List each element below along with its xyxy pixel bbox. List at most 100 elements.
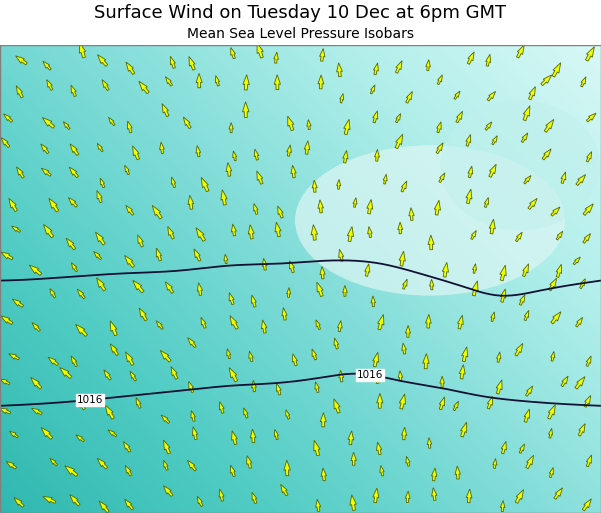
- Polygon shape: [94, 251, 102, 260]
- Polygon shape: [432, 468, 437, 481]
- Polygon shape: [254, 149, 259, 160]
- Polygon shape: [339, 370, 344, 382]
- Polygon shape: [71, 356, 78, 367]
- Polygon shape: [430, 279, 434, 290]
- Polygon shape: [6, 461, 17, 469]
- Polygon shape: [343, 150, 348, 163]
- Polygon shape: [100, 178, 105, 188]
- Polygon shape: [380, 465, 384, 476]
- Polygon shape: [192, 427, 198, 440]
- Polygon shape: [521, 133, 528, 143]
- Polygon shape: [290, 261, 294, 273]
- Polygon shape: [545, 120, 554, 132]
- Polygon shape: [312, 180, 317, 192]
- Polygon shape: [161, 415, 169, 423]
- Ellipse shape: [295, 145, 565, 295]
- Polygon shape: [71, 85, 76, 96]
- Polygon shape: [49, 198, 59, 212]
- Polygon shape: [66, 238, 76, 250]
- Polygon shape: [406, 325, 410, 337]
- Polygon shape: [426, 314, 432, 328]
- Polygon shape: [466, 134, 471, 146]
- Polygon shape: [462, 347, 468, 362]
- Polygon shape: [10, 431, 18, 438]
- Polygon shape: [468, 166, 473, 178]
- Polygon shape: [373, 352, 379, 367]
- Polygon shape: [489, 219, 495, 234]
- Polygon shape: [17, 167, 25, 178]
- Polygon shape: [423, 353, 429, 369]
- Polygon shape: [401, 427, 407, 440]
- Polygon shape: [551, 351, 555, 361]
- Polygon shape: [351, 452, 356, 465]
- Polygon shape: [561, 376, 568, 387]
- Polygon shape: [48, 357, 59, 366]
- Polygon shape: [163, 486, 173, 497]
- Polygon shape: [278, 206, 283, 218]
- Polygon shape: [501, 441, 507, 454]
- Polygon shape: [368, 227, 372, 238]
- Polygon shape: [551, 207, 560, 216]
- Polygon shape: [130, 371, 136, 381]
- Polygon shape: [109, 117, 115, 126]
- Polygon shape: [370, 85, 375, 94]
- Polygon shape: [13, 299, 23, 307]
- Polygon shape: [484, 198, 489, 207]
- Polygon shape: [304, 141, 310, 154]
- Polygon shape: [0, 379, 10, 385]
- Polygon shape: [229, 292, 234, 305]
- Polygon shape: [219, 402, 224, 413]
- Polygon shape: [528, 199, 537, 209]
- Polygon shape: [377, 393, 383, 408]
- Polygon shape: [50, 458, 58, 466]
- Polygon shape: [97, 278, 106, 291]
- Polygon shape: [556, 231, 563, 240]
- Polygon shape: [320, 48, 325, 61]
- Polygon shape: [587, 151, 591, 162]
- Polygon shape: [243, 408, 248, 418]
- Polygon shape: [197, 283, 203, 295]
- Polygon shape: [170, 56, 175, 68]
- Polygon shape: [43, 224, 53, 238]
- Polygon shape: [486, 54, 490, 66]
- Polygon shape: [219, 489, 224, 501]
- Polygon shape: [261, 320, 267, 333]
- Polygon shape: [318, 75, 324, 89]
- Polygon shape: [432, 488, 437, 500]
- Polygon shape: [231, 431, 237, 445]
- Polygon shape: [340, 93, 344, 103]
- Polygon shape: [455, 466, 460, 479]
- Polygon shape: [281, 484, 288, 496]
- Polygon shape: [196, 228, 206, 242]
- Polygon shape: [78, 399, 85, 410]
- Polygon shape: [439, 173, 445, 183]
- Polygon shape: [549, 278, 557, 291]
- Polygon shape: [401, 181, 407, 192]
- Polygon shape: [377, 314, 384, 330]
- Polygon shape: [108, 430, 117, 437]
- Polygon shape: [523, 106, 530, 121]
- Polygon shape: [561, 172, 566, 184]
- Polygon shape: [584, 396, 591, 407]
- Polygon shape: [500, 501, 505, 511]
- Polygon shape: [516, 232, 522, 242]
- Polygon shape: [105, 405, 114, 419]
- Polygon shape: [1, 316, 13, 325]
- Polygon shape: [373, 488, 379, 503]
- Polygon shape: [70, 495, 80, 506]
- Polygon shape: [215, 75, 219, 86]
- Polygon shape: [399, 251, 405, 266]
- Polygon shape: [0, 408, 11, 414]
- Polygon shape: [29, 265, 41, 275]
- Polygon shape: [460, 422, 466, 437]
- Polygon shape: [110, 321, 117, 336]
- Polygon shape: [403, 279, 407, 289]
- Polygon shape: [16, 86, 23, 98]
- Polygon shape: [231, 224, 236, 236]
- Polygon shape: [221, 190, 227, 205]
- Polygon shape: [552, 63, 561, 77]
- Polygon shape: [201, 177, 209, 192]
- Polygon shape: [456, 111, 463, 123]
- Polygon shape: [254, 204, 258, 214]
- Polygon shape: [467, 52, 474, 64]
